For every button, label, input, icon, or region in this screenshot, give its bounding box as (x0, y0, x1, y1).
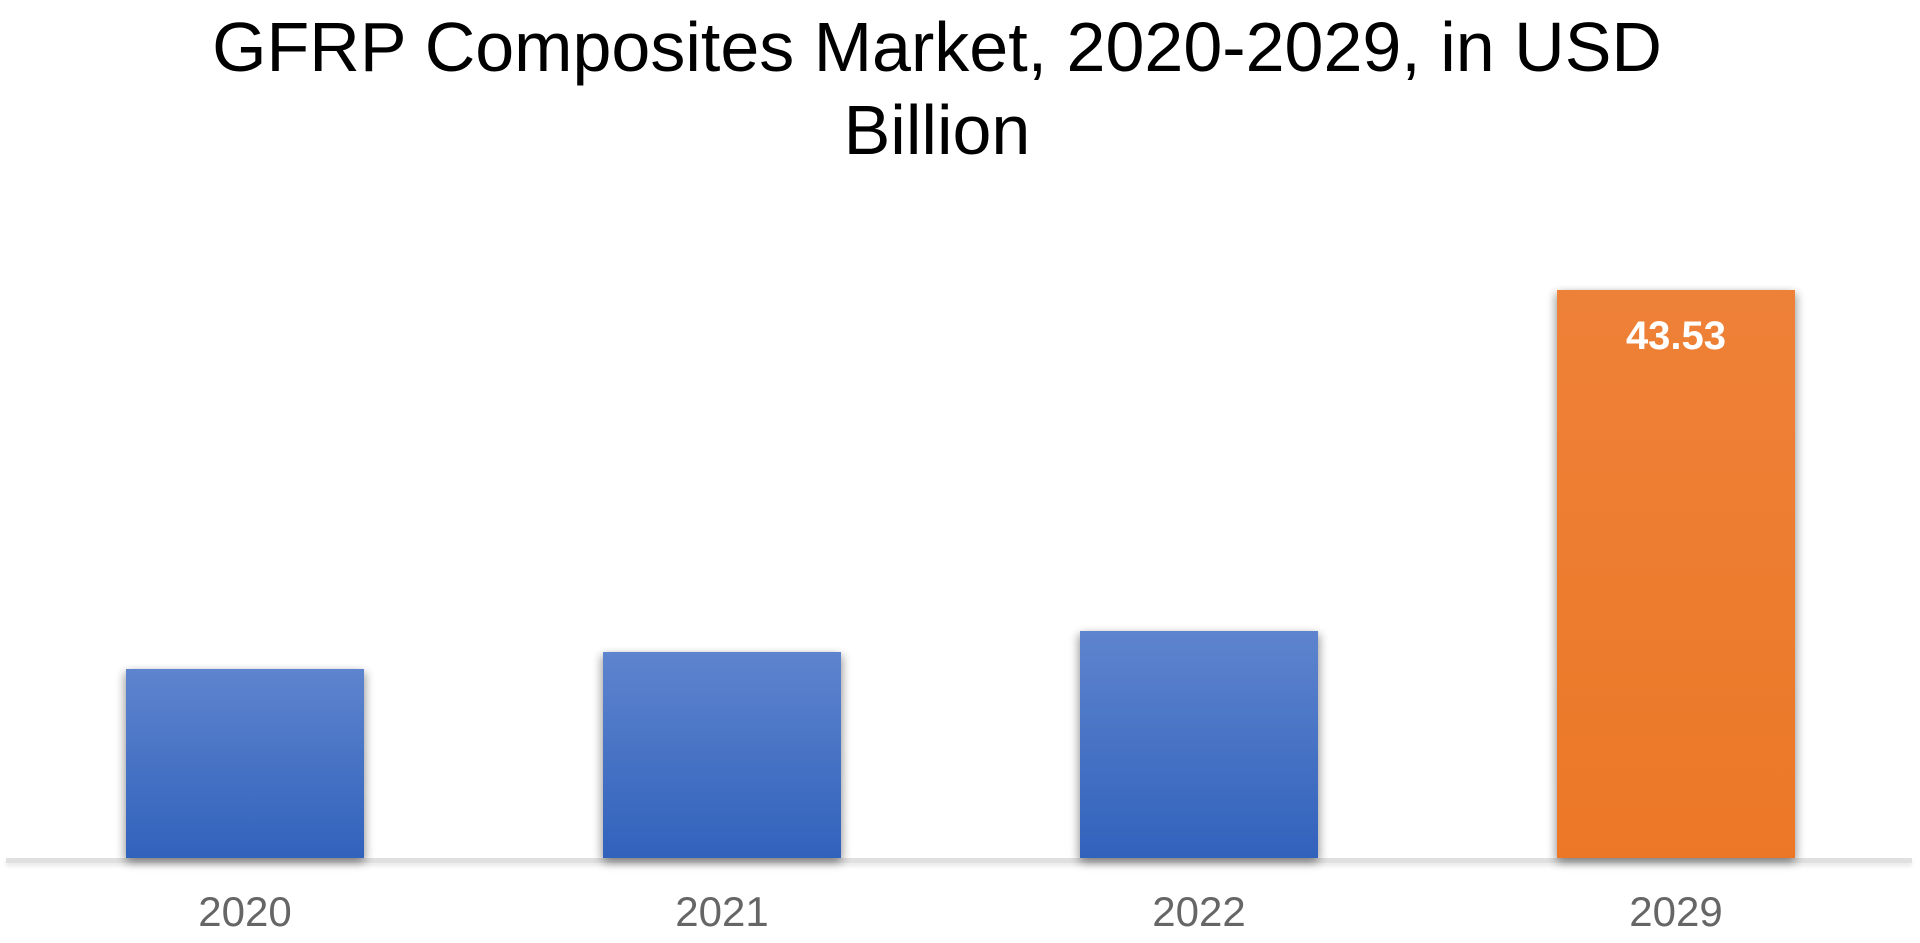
x-tick-label-2020: 2020 (198, 888, 292, 935)
x-tick-label-2022: 2022 (1152, 888, 1246, 935)
x-tick-label-2029: 2029 (1629, 888, 1723, 935)
bar-2020 (126, 669, 364, 858)
x-axis-line (6, 858, 1912, 863)
x-tick-label-2021: 2021 (675, 888, 769, 935)
bar-2021 (603, 652, 841, 858)
bar-2029: 43.53 (1557, 290, 1795, 858)
bar-2022 (1080, 631, 1318, 858)
data-label-2029: 43.53 (1625, 314, 1727, 358)
chart-title-line-2: Billion (843, 91, 1031, 169)
chart-title: GFRP Composites Market, 2020-2029, in US… (0, 6, 1874, 172)
chart-title-line-1: GFRP Composites Market, 2020-2029, in US… (212, 8, 1662, 86)
